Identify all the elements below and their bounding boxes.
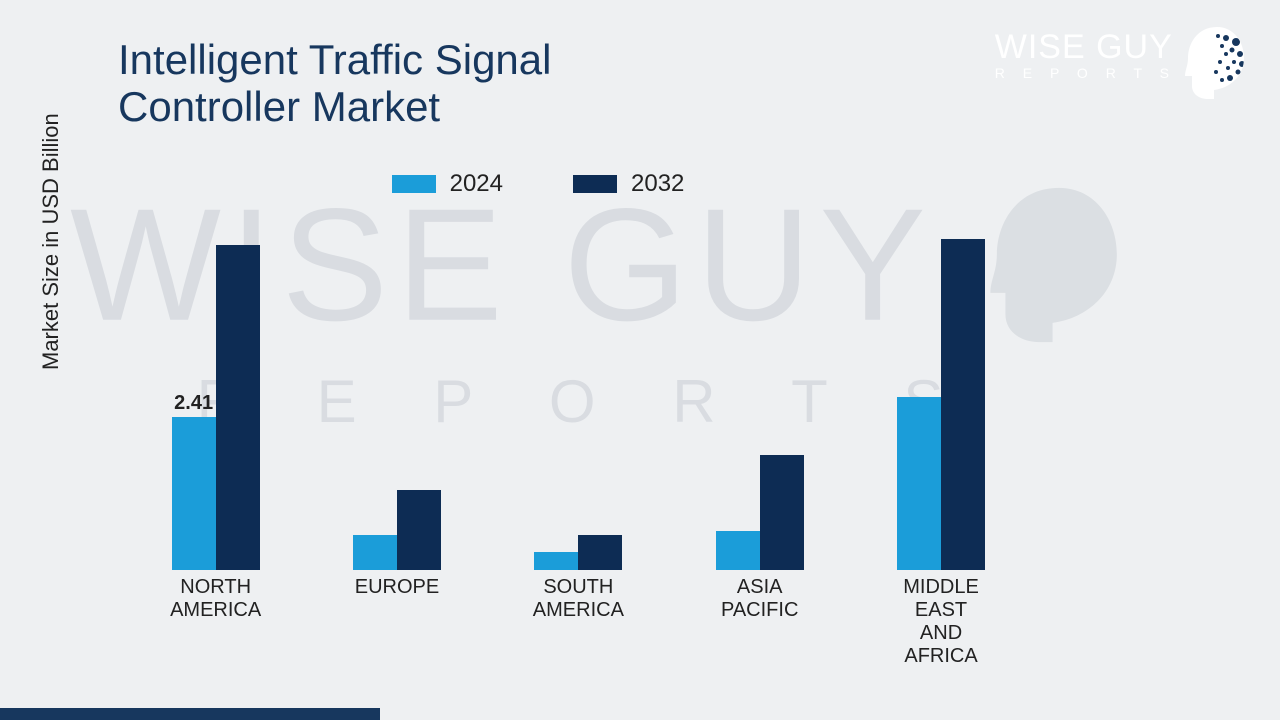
category-label: EUROPE bbox=[355, 576, 439, 599]
bar-group bbox=[716, 220, 804, 570]
y-axis-label: Market Size in USD Billion bbox=[38, 113, 64, 370]
legend-swatch-2032 bbox=[573, 175, 617, 193]
category-label: NORTH AMERICA bbox=[170, 576, 261, 622]
legend-swatch-2024 bbox=[392, 175, 436, 193]
bar-2024 bbox=[897, 397, 941, 570]
brand-line1: WISE GUY bbox=[995, 28, 1176, 67]
page-title: Intelligent Traffic Signal Controller Ma… bbox=[118, 36, 551, 130]
bar-2032 bbox=[760, 455, 804, 570]
bar-value-label: 2.41 bbox=[174, 392, 213, 415]
brand-logo: WISE GUY R E P O R T S bbox=[995, 28, 1252, 102]
bar-group bbox=[534, 220, 622, 570]
bottom-strip bbox=[0, 708, 380, 720]
bar-2032 bbox=[578, 535, 622, 570]
bar-2024 bbox=[353, 535, 397, 570]
bar-2024 bbox=[172, 417, 216, 570]
brand-line2: R E P O R T S bbox=[995, 65, 1176, 81]
plot-area: 2.41 bbox=[118, 220, 1048, 570]
bar-2024 bbox=[534, 552, 578, 570]
category-labels: NORTH AMERICA EUROPE SOUTH AMERICA ASIA PAC… bbox=[118, 570, 1048, 700]
bar-2032 bbox=[397, 490, 441, 570]
bar-2032 bbox=[216, 245, 260, 570]
brand-head-icon bbox=[1182, 24, 1252, 102]
category-label: ASIA PACIFIC bbox=[721, 576, 798, 622]
bar-group bbox=[353, 220, 441, 570]
category-label: MIDDLE EAST AND AFRICA bbox=[903, 576, 979, 668]
legend-label-2024: 2024 bbox=[450, 170, 503, 198]
bar-group bbox=[897, 220, 985, 570]
bar-2032 bbox=[941, 239, 985, 570]
legend-label-2032: 2032 bbox=[631, 170, 684, 198]
bar-chart: Market Size in USD Billion 2024 2032 2.4… bbox=[48, 160, 1088, 700]
legend-item-2024: 2024 bbox=[392, 170, 503, 198]
category-label: SOUTH AMERICA bbox=[533, 576, 624, 622]
bar-2024 bbox=[716, 531, 760, 570]
brand-logo-text: WISE GUY R E P O R T S bbox=[995, 28, 1176, 81]
legend-item-2032: 2032 bbox=[573, 170, 684, 198]
legend: 2024 2032 bbox=[48, 170, 1028, 198]
